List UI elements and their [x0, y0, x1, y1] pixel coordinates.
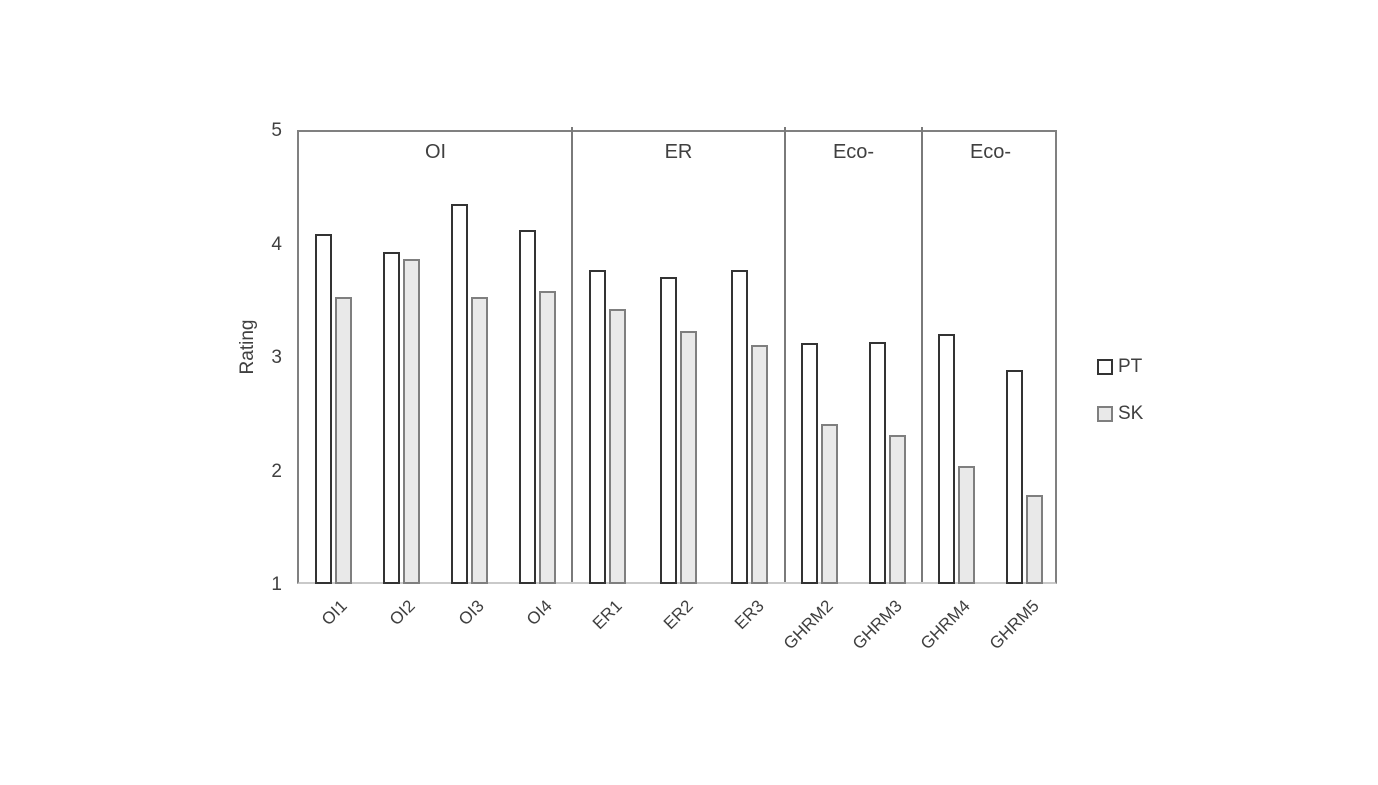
section-label: ER: [664, 141, 693, 163]
bar-pt-oi2: [382, 252, 400, 584]
section-divider: [921, 127, 923, 582]
bar-sk-ghrm2: [820, 423, 838, 584]
bar-pt-oi3: [451, 203, 469, 584]
bar-sk-er3: [751, 345, 768, 584]
bar-pt-er1: [589, 270, 606, 584]
bar-sk-ghrm5: [1026, 495, 1044, 584]
bar-pt-er2: [660, 277, 677, 584]
legend-marker-sk-icon: [1097, 406, 1113, 422]
section-label: Eco-: [832, 141, 875, 163]
bar-pt-ghrm5: [1006, 370, 1024, 584]
bar-pt-oi4: [519, 229, 537, 584]
bar-pt-ghrm3: [869, 341, 887, 584]
legend-marker-pt-icon: [1097, 359, 1113, 375]
bar-sk-oi3: [471, 296, 489, 584]
bar-sk-er1: [609, 309, 626, 584]
section-label: OI: [424, 141, 447, 163]
bar-sk-oi4: [539, 290, 557, 584]
y-tick-label-3: 3: [271, 347, 282, 368]
y-tick-label-1: 1: [271, 574, 282, 595]
bar-pt-ghrm2: [800, 343, 818, 584]
legend-entry-sk: SK: [1097, 403, 1143, 425]
legend: PT SK: [1097, 356, 1143, 450]
legend-label-sk: SK: [1118, 403, 1144, 424]
bar-sk-oi2: [402, 259, 420, 584]
y-tick-label-2: 2: [271, 460, 282, 482]
legend-entry-pt: PT: [1097, 356, 1143, 378]
y-tick-label-4: 4: [271, 233, 282, 255]
bar-pt-ghrm4: [937, 334, 955, 584]
section-divider: [784, 127, 786, 582]
bar-sk-ghrm4: [957, 465, 975, 584]
legend-label-pt: PT: [1118, 356, 1143, 377]
plot-area: OI ER Eco- Eco-: [297, 127, 1057, 584]
bar-sk-ghrm3: [889, 435, 907, 584]
y-axis-title: Rating: [237, 319, 258, 375]
bar-sk-er2: [680, 330, 697, 584]
bar-pt-oi1: [314, 234, 332, 584]
section-label: Eco-: [969, 141, 1012, 163]
bar-sk-oi1: [334, 296, 352, 584]
y-tick-label-5: 5: [271, 120, 282, 141]
bar-pt-er3: [731, 270, 748, 584]
section-divider: [571, 127, 573, 582]
